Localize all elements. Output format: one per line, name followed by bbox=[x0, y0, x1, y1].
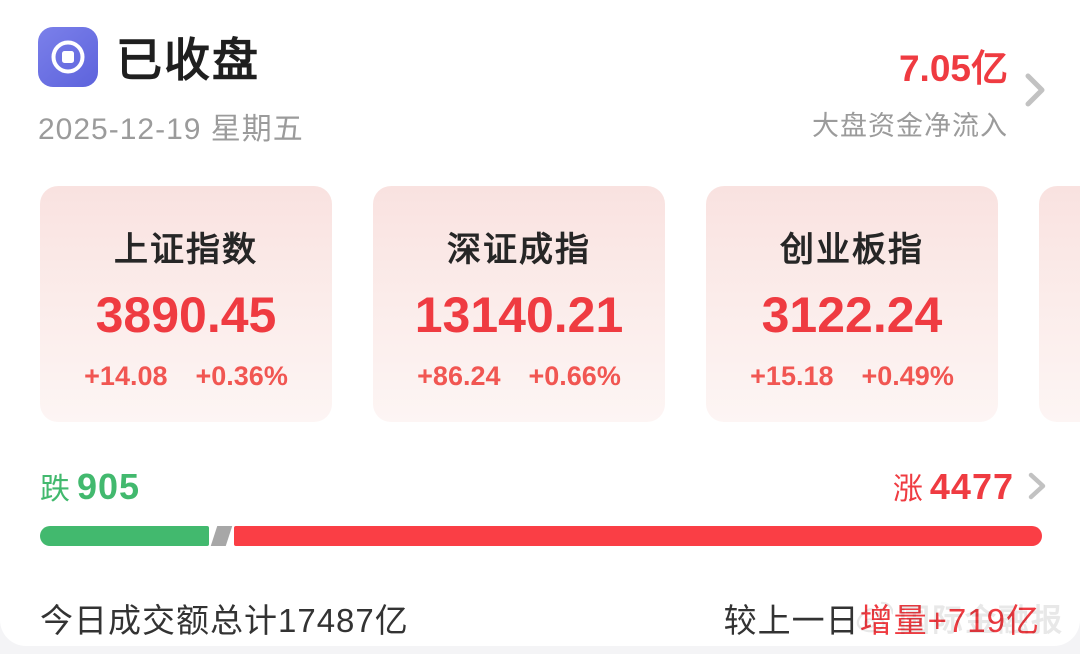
date-text: 2025-12-19 星期五 bbox=[38, 113, 304, 146]
index-change: +86.24 +0.66% bbox=[373, 358, 665, 394]
header-left: 已收盘 2025-12-19 星期五 bbox=[38, 24, 304, 148]
net-inflow-texts: 7.05亿 大盘资金净流入 bbox=[812, 38, 1008, 143]
index-name: 深证成指 bbox=[447, 231, 591, 269]
decliners-label: 跌 905 bbox=[40, 464, 140, 508]
net-inflow-value: 7.05亿 bbox=[898, 47, 1008, 89]
advancers-link[interactable]: 涨 4477 bbox=[893, 464, 1046, 508]
weibo-icon bbox=[856, 601, 893, 632]
breadth-bar-up bbox=[234, 526, 1042, 546]
breadth-bar-down bbox=[40, 526, 210, 546]
index-change: + bbox=[1039, 358, 1080, 394]
decliners-count: 905 bbox=[77, 466, 141, 507]
index-change: +15.18 +0.49% bbox=[706, 358, 998, 394]
index-card-shenzhen[interactable]: 深证成指 13140.21 +86.24 +0.66% bbox=[373, 186, 665, 422]
index-name bbox=[1039, 228, 1080, 272]
index-name: 创业板指 bbox=[780, 231, 924, 269]
watermark: 国际金融报 bbox=[851, 595, 1064, 640]
turnover-compare-label: 较上一日 bbox=[723, 602, 860, 639]
index-card-shanghai[interactable]: 上证指数 3890.45 +14.08 +0.36% bbox=[40, 186, 332, 422]
chevron-right-icon[interactable] bbox=[1028, 470, 1046, 502]
index-change-pct: +0.66% bbox=[528, 361, 621, 391]
index-change-abs: +14.08 bbox=[84, 361, 168, 391]
index-name: 上证指数 bbox=[114, 231, 258, 269]
advancers-word: 涨 bbox=[892, 473, 923, 506]
index-value: 13140.21 bbox=[414, 287, 624, 343]
breadth-bar bbox=[40, 526, 1042, 546]
index-card-partial[interactable]: + bbox=[1039, 186, 1080, 422]
index-change-abs: +15.18 bbox=[750, 361, 834, 391]
header: 已收盘 2025-12-19 星期五 7.05亿 大盘资金净流入 bbox=[0, 0, 1080, 148]
record-circle-icon bbox=[38, 27, 98, 87]
index-value: 3890.45 bbox=[95, 287, 277, 343]
watermark-text: 国际金融报 bbox=[899, 603, 1064, 638]
index-change-pct: +0.49% bbox=[861, 361, 954, 391]
turnover-compare-value: 增量+719亿 bbox=[859, 602, 1040, 639]
index-change-pct: +0.36% bbox=[195, 361, 288, 391]
index-value: 3122.24 bbox=[761, 287, 943, 343]
turnover-compare: 较上一日增量+719亿 bbox=[724, 594, 1040, 642]
index-cards-row: 上证指数 3890.45 +14.08 +0.36% 深证成指 13140.21… bbox=[0, 186, 1080, 422]
index-change: +14.08 +0.36% bbox=[40, 358, 332, 394]
net-inflow-link[interactable]: 7.05亿 大盘资金净流入 bbox=[812, 32, 1046, 148]
breadth-bar-flat bbox=[211, 526, 233, 546]
index-change-abs: +86.24 bbox=[417, 361, 501, 391]
index-value bbox=[1039, 284, 1080, 346]
turnover-today: 今日成交额总计17487亿 bbox=[40, 602, 409, 639]
page-title: 已收盘 bbox=[116, 34, 260, 86]
status-row: 已收盘 bbox=[38, 24, 304, 90]
chevron-right-icon[interactable] bbox=[1024, 70, 1046, 110]
breadth-labels: 跌 905 涨 4477 bbox=[40, 464, 1046, 508]
advancers-count: 4477 bbox=[929, 466, 1014, 507]
turnover-row: 今日成交额总计17487亿 较上一日增量+719亿 bbox=[40, 594, 1040, 642]
decliners-word: 跌 bbox=[40, 473, 70, 506]
index-card-chinext[interactable]: 创业板指 3122.24 +15.18 +0.49% bbox=[706, 186, 998, 422]
net-inflow-label: 大盘资金净流入 bbox=[812, 110, 1008, 141]
advancers-label: 涨 4477 bbox=[893, 464, 1014, 508]
